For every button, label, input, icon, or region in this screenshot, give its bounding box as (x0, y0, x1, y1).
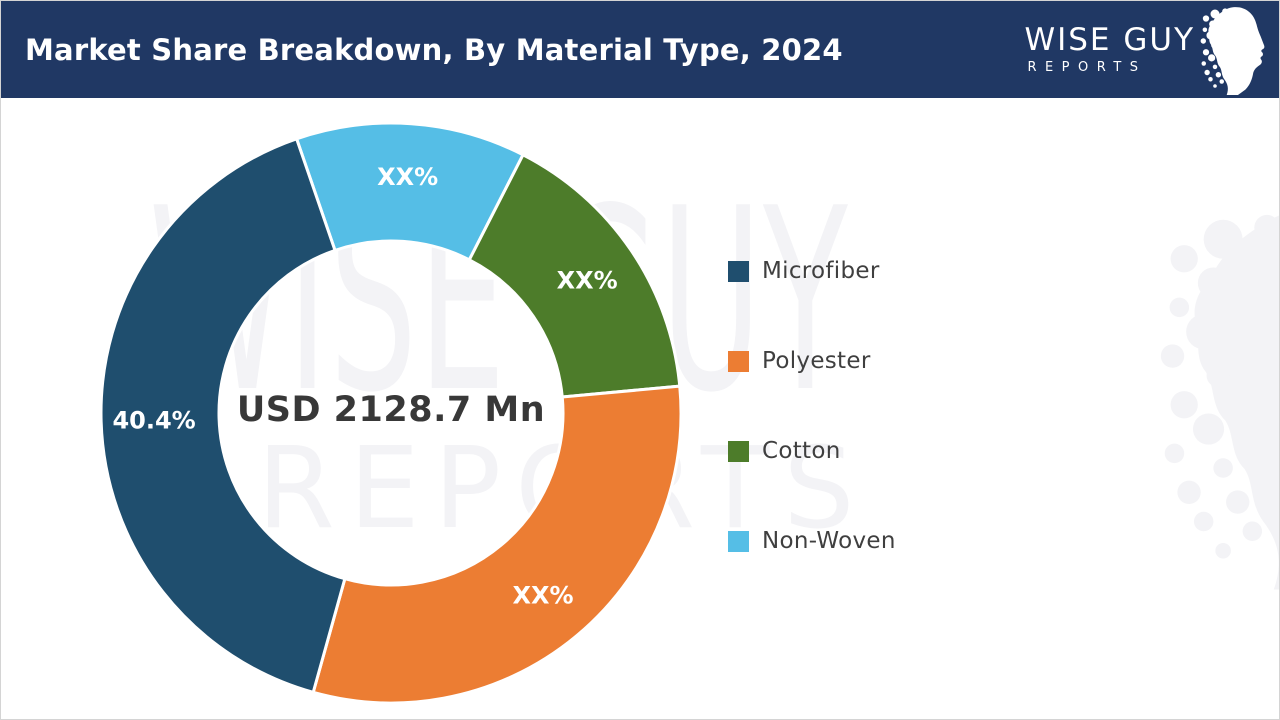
slice-label-cotton: XX% (557, 267, 618, 295)
legend-item-non-woven: Non-Woven (728, 525, 896, 557)
donut-chart: XX% XX% XX% 40.4% (99, 121, 683, 705)
legend-label: Microfiber (762, 258, 880, 284)
legend-swatch (728, 530, 749, 552)
legend-label: Cotton (762, 438, 841, 464)
slice-label-non-woven: XX% (377, 163, 438, 191)
legend-item-cotton: Cotton (728, 435, 896, 467)
chart-center-value: USD 2128.7 Mn (236, 390, 546, 430)
slice-label-microfiber: 40.4% (112, 407, 195, 435)
legend-swatch (728, 350, 749, 372)
slice-label-polyester: XX% (512, 582, 573, 610)
logo-wordmark-line1: WISE GUY (1024, 22, 1195, 59)
header: Market Share Breakdown, By Material Type… (1, 1, 1279, 98)
watermark-head-icon (1155, 200, 1280, 590)
donut-slice-cotton (467, 153, 682, 399)
legend-label: Non-Woven (762, 528, 896, 554)
legend-item-microfiber: Microfiber (728, 255, 896, 287)
logo-wordmark-line2: REPORTS (1027, 59, 1147, 75)
legend-item-polyester: Polyester (728, 345, 896, 377)
donut-slice-microfiber (99, 137, 347, 694)
head-profile-icon (1197, 5, 1269, 95)
page-title: Market Share Breakdown, By Material Type… (25, 32, 843, 67)
legend-swatch (728, 260, 749, 282)
chart-area: WISE GUY REPORTS XX%XX%XX%40.4% USD 2128… (1, 98, 1279, 719)
legend-label: Polyester (762, 348, 871, 374)
donut-slice-polyester (311, 384, 683, 705)
logo-wordmark: WISE GUY REPORTS (1024, 24, 1195, 75)
wiseguy-logo: WISE GUY REPORTS (1024, 5, 1269, 95)
chart-legend: Microfiber Polyester Cotton Non-Woven (728, 255, 896, 557)
legend-swatch (728, 440, 749, 462)
